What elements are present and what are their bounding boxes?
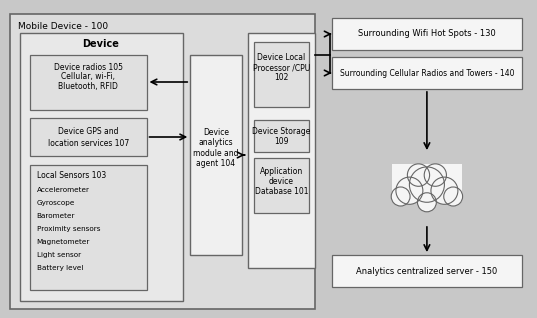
- FancyBboxPatch shape: [248, 33, 315, 268]
- Text: Accelerometer: Accelerometer: [37, 187, 90, 193]
- Text: Bluetooth, RFID: Bluetooth, RFID: [58, 82, 118, 92]
- Text: Device
analytics
module and
agent 104: Device analytics module and agent 104: [193, 128, 238, 168]
- Text: Device Storage: Device Storage: [252, 127, 310, 135]
- Circle shape: [431, 177, 458, 204]
- Text: Light sensor: Light sensor: [37, 252, 81, 258]
- Text: Mobile Device - 100: Mobile Device - 100: [18, 22, 108, 31]
- Circle shape: [391, 187, 410, 206]
- Circle shape: [417, 193, 437, 212]
- Circle shape: [409, 167, 445, 202]
- Text: Application: Application: [260, 168, 303, 176]
- Text: Gyroscope: Gyroscope: [37, 200, 75, 206]
- FancyBboxPatch shape: [30, 118, 147, 156]
- Text: Database 101: Database 101: [255, 188, 308, 197]
- FancyBboxPatch shape: [391, 164, 462, 202]
- FancyBboxPatch shape: [20, 33, 183, 301]
- Circle shape: [396, 177, 423, 204]
- Text: Local Sensors 103: Local Sensors 103: [37, 171, 106, 181]
- Text: Surrounding Cellular Radios and Towers - 140: Surrounding Cellular Radios and Towers -…: [340, 68, 514, 78]
- Text: device: device: [269, 177, 294, 186]
- FancyBboxPatch shape: [253, 42, 309, 107]
- Text: Device Local: Device Local: [257, 53, 306, 63]
- Text: Device radios 105: Device radios 105: [54, 63, 122, 72]
- FancyBboxPatch shape: [190, 55, 242, 255]
- Text: Barometer: Barometer: [37, 213, 75, 219]
- Text: Device GPS and: Device GPS and: [58, 128, 118, 136]
- FancyBboxPatch shape: [253, 120, 309, 152]
- FancyBboxPatch shape: [332, 57, 522, 89]
- Text: 102: 102: [274, 73, 288, 82]
- Text: Surrounding Wifi Hot Spots - 130: Surrounding Wifi Hot Spots - 130: [358, 30, 496, 38]
- Text: 109: 109: [274, 137, 288, 147]
- Circle shape: [424, 164, 446, 186]
- Text: Magnetometer: Magnetometer: [37, 239, 90, 245]
- Text: Device: Device: [83, 39, 119, 49]
- FancyBboxPatch shape: [332, 18, 522, 50]
- Circle shape: [444, 187, 462, 206]
- Text: Proximity sensors: Proximity sensors: [37, 226, 100, 232]
- FancyBboxPatch shape: [332, 255, 522, 287]
- Text: location services 107: location services 107: [48, 139, 129, 148]
- Text: Processor /CPU: Processor /CPU: [253, 64, 310, 73]
- FancyBboxPatch shape: [253, 158, 309, 213]
- FancyBboxPatch shape: [10, 14, 315, 309]
- Text: Battery level: Battery level: [37, 265, 83, 271]
- FancyBboxPatch shape: [30, 165, 147, 290]
- Circle shape: [408, 164, 430, 186]
- Text: Cellular, wi-Fi,: Cellular, wi-Fi,: [61, 73, 115, 81]
- FancyBboxPatch shape: [30, 55, 147, 110]
- Text: Analytics centralized server - 150: Analytics centralized server - 150: [356, 266, 498, 275]
